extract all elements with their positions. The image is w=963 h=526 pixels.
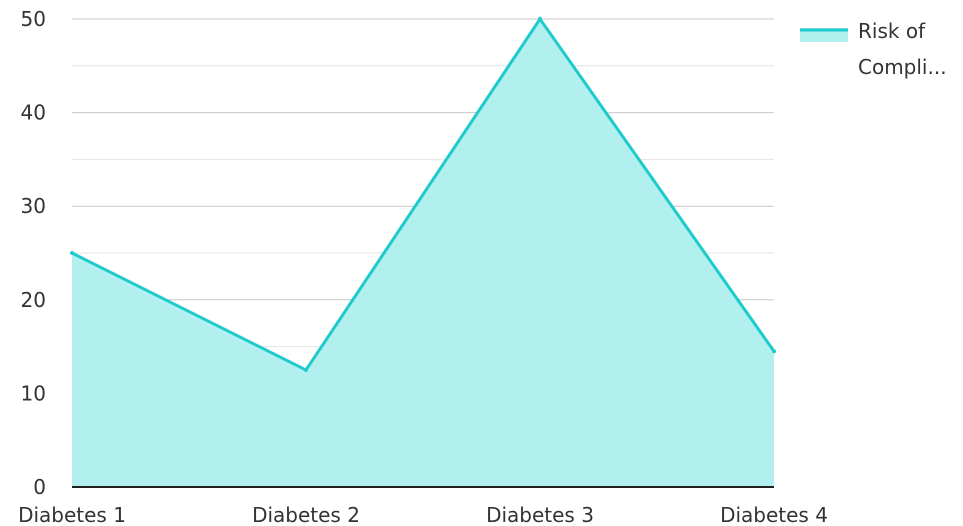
y-tick-label-50: 50 (21, 7, 46, 31)
y-tick-label-10: 10 (21, 381, 46, 405)
legend[interactable]: Risk of Compli... (800, 19, 947, 79)
legend-label-line-1: Risk of (858, 19, 926, 43)
data-point-4[interactable] (772, 349, 776, 354)
data-point-2[interactable] (304, 368, 308, 372)
y-tick-label-0: 0 (33, 475, 46, 499)
y-tick-label-30: 30 (21, 194, 46, 218)
area-fill-risk-of-complications (72, 19, 774, 487)
data-points (70, 17, 776, 372)
data-point-1[interactable] (70, 251, 74, 255)
x-tick-label-diabetes-2: Diabetes 2 (252, 503, 360, 526)
y-tick-label-40: 40 (21, 101, 46, 125)
x-tick-label-diabetes-4: Diabetes 4 (720, 503, 828, 526)
y-tick-label-20: 20 (21, 288, 46, 312)
data-point-3[interactable] (538, 17, 542, 21)
legend-label-line-2: Compli... (858, 55, 947, 79)
x-tick-label-diabetes-3: Diabetes 3 (486, 503, 594, 526)
series-line-risk-of-complications (71, 16, 776, 372)
x-tick-label-diabetes-1: Diabetes 1 (18, 503, 126, 526)
y-axis-tick-labels: 0 10 20 30 40 50 (21, 7, 46, 499)
x-axis-tick-labels: Diabetes 1 Diabetes 2 Diabetes 3 Diabete… (18, 503, 828, 526)
